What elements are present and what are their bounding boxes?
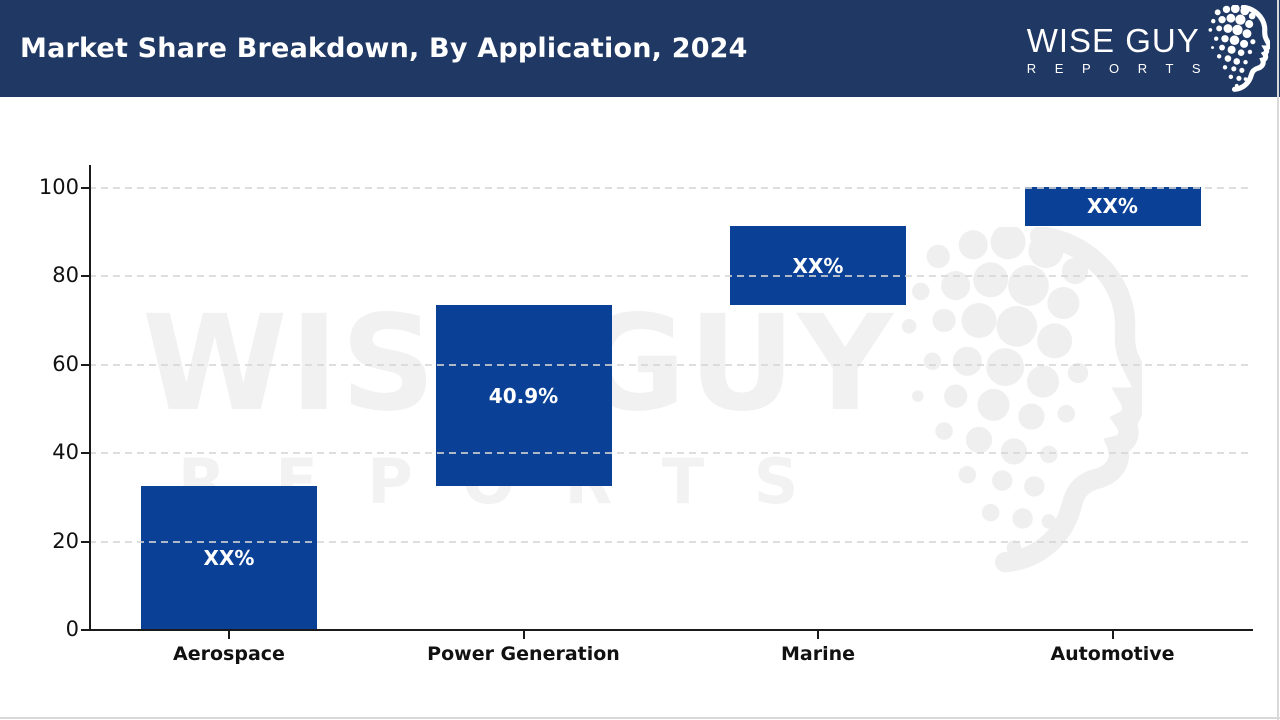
x-tick <box>817 631 819 639</box>
gridline <box>89 275 1253 278</box>
chart-title: Market Share Breakdown, By Application, … <box>20 33 748 64</box>
bar-segment <box>435 305 612 487</box>
bar-value-label: XX% <box>1087 194 1138 219</box>
x-tick <box>1111 631 1114 639</box>
bar-value-label: 40.9% <box>488 383 559 408</box>
gridline <box>89 452 1253 455</box>
bar-segment <box>730 225 906 306</box>
y-tick-label: 40 <box>52 440 79 465</box>
y-tick <box>81 629 89 631</box>
y-tick <box>81 452 89 455</box>
bar-value-label: XX% <box>203 545 255 570</box>
x-axis-line <box>89 629 1253 631</box>
brand-name: WISE GUY <box>1026 21 1200 59</box>
y-tick <box>81 275 89 278</box>
x-tick <box>228 631 230 639</box>
x-category-label: Marine <box>780 643 856 665</box>
y-tick <box>81 187 89 189</box>
y-tick-label: 20 <box>52 528 79 553</box>
x-category-label: Power Generation <box>427 643 620 665</box>
y-tick-label: 0 <box>65 617 79 641</box>
y-tick <box>81 363 89 366</box>
chart: WISE GUY R E P O R T S 020406080100XX%Ae… <box>0 97 1280 717</box>
gridline <box>89 187 1253 189</box>
dotted-head-icon <box>1202 5 1270 93</box>
bottom-edge-line <box>0 717 1280 719</box>
right-edge-line <box>1277 0 1279 720</box>
brand-logo: WISE GUY R E P O R T S <box>1027 4 1270 94</box>
bar-segment <box>1024 187 1201 226</box>
bar-segment <box>141 486 317 629</box>
brand-subname: R E P O R T S <box>1026 60 1208 76</box>
gridline <box>89 363 1253 366</box>
brand-logo-text: WISE GUY R E P O R T S <box>1026 21 1208 76</box>
y-tick-label: 60 <box>52 351 79 376</box>
y-tick-label: 80 <box>52 263 79 288</box>
x-category-label: Aerospace <box>173 643 285 665</box>
gridline <box>89 540 1253 543</box>
x-tick <box>522 631 525 639</box>
plot-area: 0 20 40 60 80 100 XX% Aerospace 40.9% Power Gener… <box>0 97 1280 717</box>
y-axis-line <box>89 164 91 631</box>
bar-value-label: XX% <box>792 253 844 278</box>
x-category-label: Automotive <box>1050 643 1175 665</box>
y-tick <box>81 540 89 543</box>
header-bar: Market Share Breakdown, By Application, … <box>0 0 1280 97</box>
y-tick-label: 100 <box>38 175 79 199</box>
